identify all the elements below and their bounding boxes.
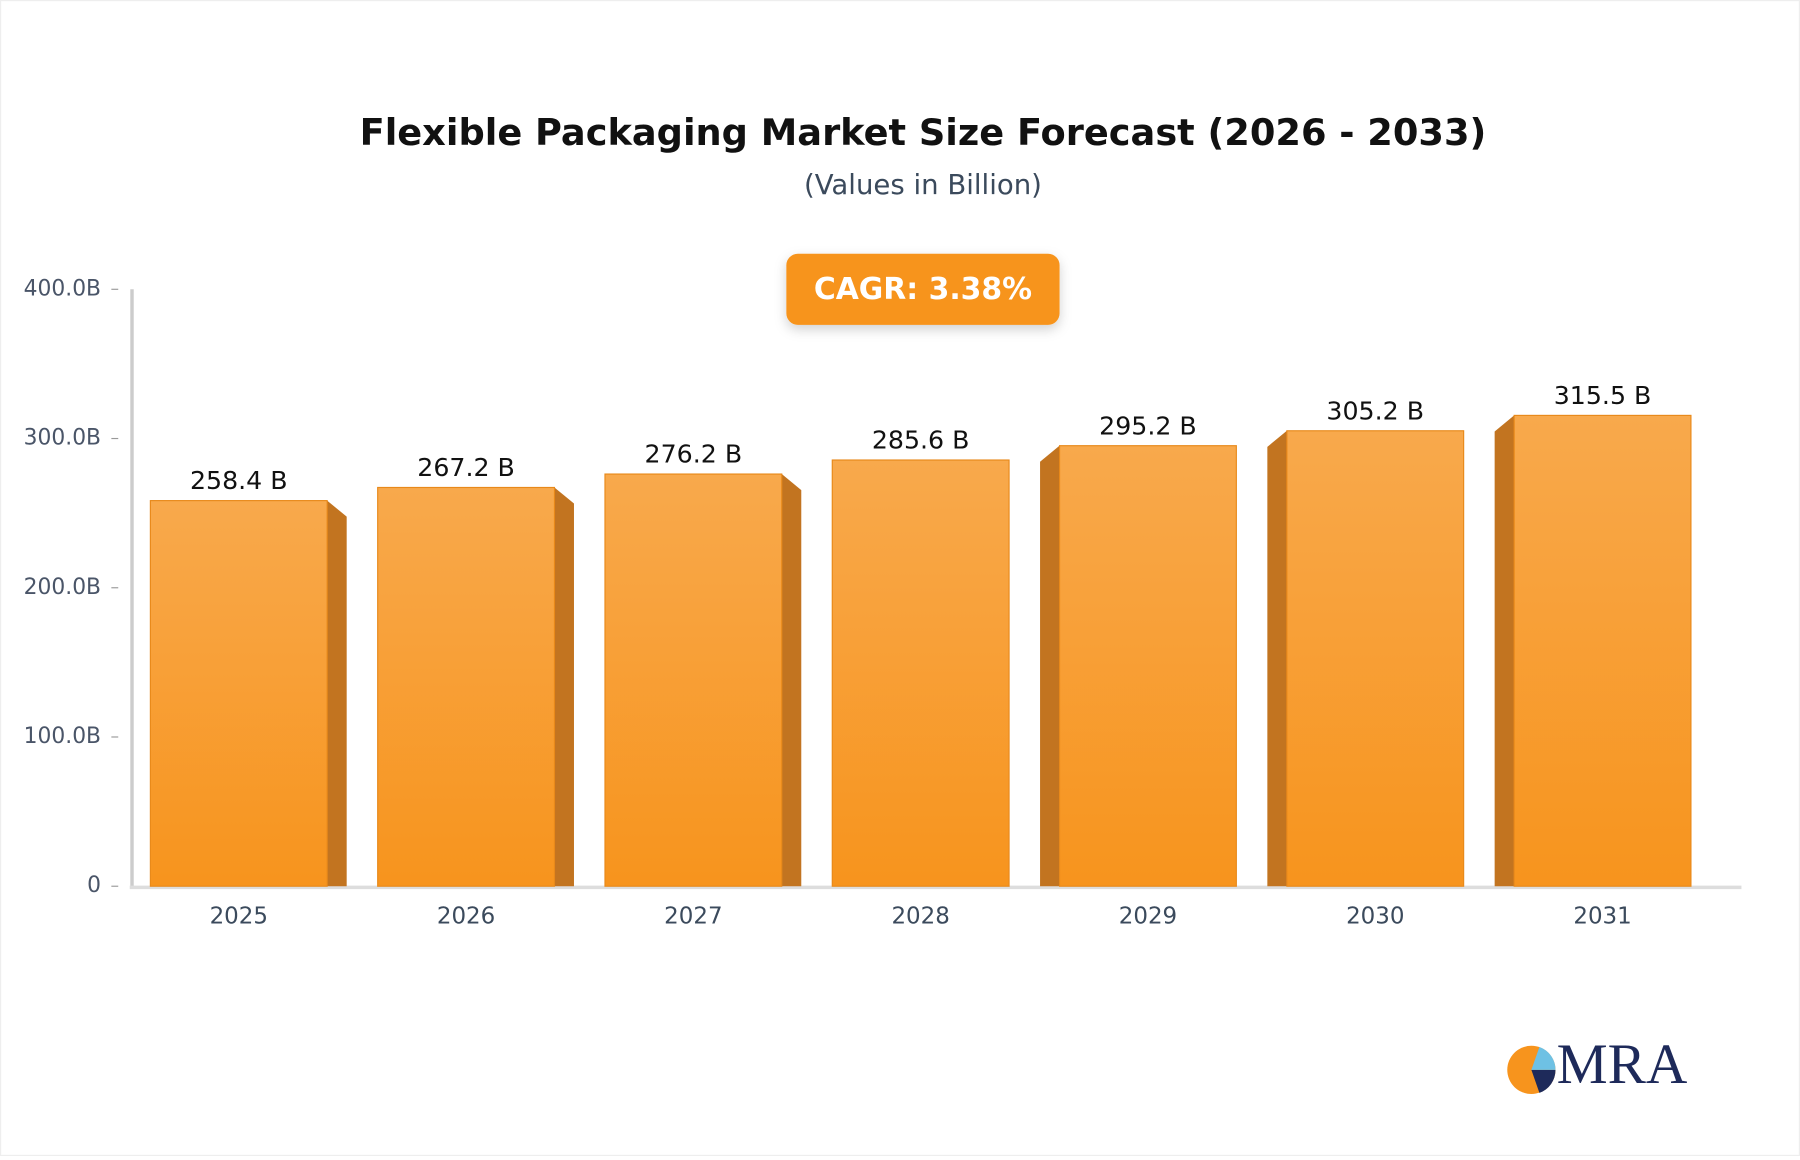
x-tick-label: 2026	[437, 904, 495, 930]
bar	[831, 459, 1010, 887]
bar	[604, 473, 783, 887]
chart-title: Flexible Packaging Market Size Forecast …	[360, 111, 1487, 154]
x-tick-label: 2027	[664, 904, 722, 930]
x-tick-label: 2031	[1573, 904, 1631, 930]
logo-slice	[1531, 1069, 1556, 1093]
data-label: 295.2 B	[1099, 411, 1197, 440]
y-tick-label: 300.0B	[24, 426, 101, 451]
bar	[1286, 430, 1465, 887]
data-label: 315.5 B	[1554, 381, 1652, 410]
cagr-label: CAGR: 3.38%	[814, 272, 1032, 307]
data-label: 285.6 B	[872, 426, 970, 455]
x-tick-label: 2025	[210, 904, 268, 930]
bar	[1058, 445, 1237, 887]
bar-side	[1494, 415, 1515, 887]
data-label: 267.2 B	[417, 453, 515, 482]
x-tick-label: 2029	[1119, 904, 1177, 930]
logo-text: MRA	[1557, 1033, 1688, 1096]
bar-side	[781, 474, 802, 887]
cagr-badge	[786, 253, 1060, 325]
y-tick-label: 0	[87, 873, 101, 898]
logo-slice	[1531, 1046, 1556, 1070]
logo: MRA	[1507, 1033, 1688, 1096]
bar-side	[1267, 430, 1287, 887]
data-label: 276.2 B	[645, 440, 743, 469]
bar	[377, 486, 556, 887]
y-tick-label: 100.0B	[24, 724, 101, 749]
y-tick-label: 200.0B	[24, 575, 101, 600]
chart-subtitle: (Values in Billion)	[804, 169, 1042, 201]
bar	[1513, 414, 1692, 887]
x-tick-label: 2030	[1346, 904, 1404, 930]
bar-side	[1040, 445, 1060, 887]
data-label: 258.4 B	[190, 466, 288, 495]
bar-side	[554, 487, 574, 887]
bar-side	[327, 500, 347, 887]
data-label: 305.2 B	[1326, 396, 1424, 425]
x-tick-label: 2028	[891, 904, 949, 930]
y-tick-label: 400.0B	[24, 276, 101, 301]
bar	[149, 500, 328, 887]
